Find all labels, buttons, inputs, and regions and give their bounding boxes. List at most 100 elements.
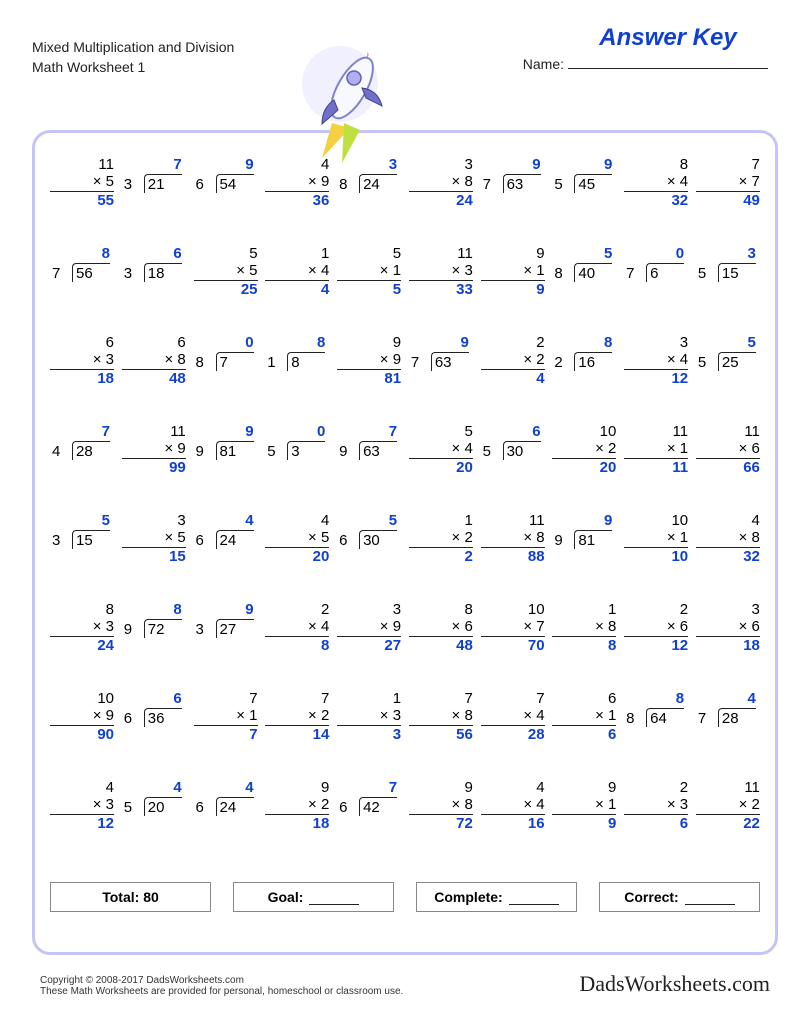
mult-bot: × 3: [624, 796, 688, 815]
mult-bot: × 1: [552, 707, 616, 726]
mult-problem: 3× 824: [409, 156, 473, 209]
name-label: Name:: [523, 56, 564, 72]
div-quotient: 9: [532, 156, 540, 173]
mult-answer: 88: [481, 548, 545, 565]
mult-answer: 72: [409, 815, 473, 832]
div-divisor: 8: [339, 176, 347, 193]
mult-problem: 2× 24: [481, 334, 545, 387]
div-dividend: 15: [76, 532, 93, 549]
div-dividend: 8: [291, 354, 299, 371]
mult-answer: 20: [552, 459, 616, 476]
mult-bot: × 6: [624, 618, 688, 637]
mult-problem: 3× 618: [696, 601, 760, 654]
mult-top: 6: [552, 690, 616, 707]
div-dividend: 16: [578, 354, 595, 371]
mult-bot: × 8: [409, 173, 473, 192]
copyright-block: Copyright © 2008-2017 DadsWorksheets.com…: [40, 975, 403, 997]
div-quotient: 0: [317, 423, 325, 440]
div-divisor: 7: [411, 354, 419, 371]
mult-bot: × 3: [409, 262, 473, 281]
div-quotient: 5: [748, 334, 756, 351]
div-divisor: 6: [196, 799, 204, 816]
div-dividend: 72: [148, 621, 165, 638]
div-divisor: 3: [124, 176, 132, 193]
mult-problem: 10× 220: [552, 423, 616, 476]
mult-problem: 9× 872: [409, 779, 473, 832]
mult-answer: 56: [409, 726, 473, 743]
div-divisor: 9: [124, 621, 132, 638]
div-quotient: 9: [604, 512, 612, 529]
mult-bot: × 4: [265, 618, 329, 637]
header: Mixed Multiplication and Division Math W…: [32, 28, 778, 118]
div-divisor: 6: [339, 799, 347, 816]
mult-top: 7: [696, 156, 760, 173]
div-divisor: 3: [52, 532, 60, 549]
div-quotient: 6: [173, 690, 181, 707]
mult-problem: 3× 515: [122, 512, 186, 565]
complete-cell: Complete:: [416, 882, 577, 912]
div-divisor: 7: [52, 265, 60, 282]
div-divisor: 9: [339, 443, 347, 460]
mult-bot: × 9: [122, 440, 186, 459]
total-label: Total:: [102, 889, 139, 905]
div-problem: 4624: [194, 512, 258, 558]
mult-bot: × 9: [265, 173, 329, 192]
div-problem: 9981: [552, 512, 616, 558]
div-quotient: 7: [102, 423, 110, 440]
mult-bot: × 3: [50, 796, 114, 815]
site-credit: DadsWorksheets.com: [579, 971, 770, 997]
div-problem: 4624: [194, 779, 258, 825]
mult-answer: 70: [481, 637, 545, 654]
mult-bot: × 7: [481, 618, 545, 637]
mult-top: 11: [696, 423, 760, 440]
mult-top: 3: [696, 601, 760, 618]
problem-row: 4× 312452046249× 21876429× 8724× 4169× 1…: [50, 779, 760, 832]
div-dividend: 81: [578, 532, 595, 549]
div-dividend: 25: [722, 354, 739, 371]
total-value: 80: [143, 889, 159, 905]
div-dividend: 15: [722, 265, 739, 282]
mult-answer: 3: [337, 726, 401, 743]
mult-answer: 2: [409, 548, 473, 565]
mult-top: 7: [194, 690, 258, 707]
div-divisor: 1: [267, 354, 275, 371]
goal-blank: [309, 890, 359, 905]
mult-problem: 11× 111: [624, 423, 688, 476]
mult-top: 11: [409, 245, 473, 262]
div-quotient: 7: [173, 156, 181, 173]
div-quotient: 5: [604, 245, 612, 262]
mult-answer: 16: [481, 815, 545, 832]
mult-answer: 32: [696, 548, 760, 565]
mult-bot: × 6: [696, 618, 760, 637]
title-line-1: Mixed Multiplication and Division: [32, 38, 234, 58]
mult-bot: × 5: [122, 529, 186, 548]
mult-top: 11: [624, 423, 688, 440]
div-divisor: 5: [483, 443, 491, 460]
mult-top: 9: [409, 779, 473, 796]
mult-answer: 9: [481, 281, 545, 298]
mult-top: 3: [122, 512, 186, 529]
div-divisor: 8: [626, 710, 634, 727]
mult-problem: 7× 428: [481, 690, 545, 743]
mult-top: 7: [265, 690, 329, 707]
mult-top: 4: [481, 779, 545, 796]
div-dividend: 42: [363, 799, 380, 816]
div-problem: 5 3 15: [50, 512, 114, 558]
mult-top: 4: [265, 512, 329, 529]
div-dividend: 24: [220, 799, 237, 816]
div-divisor: 5: [698, 265, 706, 282]
div-quotient: 5: [102, 512, 110, 529]
div-problem: 818: [265, 334, 329, 380]
div-problem: 7321: [122, 156, 186, 202]
mult-bot: × 1: [624, 440, 688, 459]
div-quotient: 8: [604, 334, 612, 351]
div-divisor: 5: [554, 176, 562, 193]
mult-answer: 32: [624, 192, 688, 209]
mult-bot: × 1: [194, 707, 258, 726]
mult-top: 2: [481, 334, 545, 351]
problem-row: 742811× 999998105379635× 420653010× 2201…: [50, 423, 760, 476]
mult-bot: × 6: [696, 440, 760, 459]
mult-answer: 55: [50, 192, 114, 209]
mult-answer: 12: [624, 370, 688, 387]
mult-bot: × 5: [265, 529, 329, 548]
